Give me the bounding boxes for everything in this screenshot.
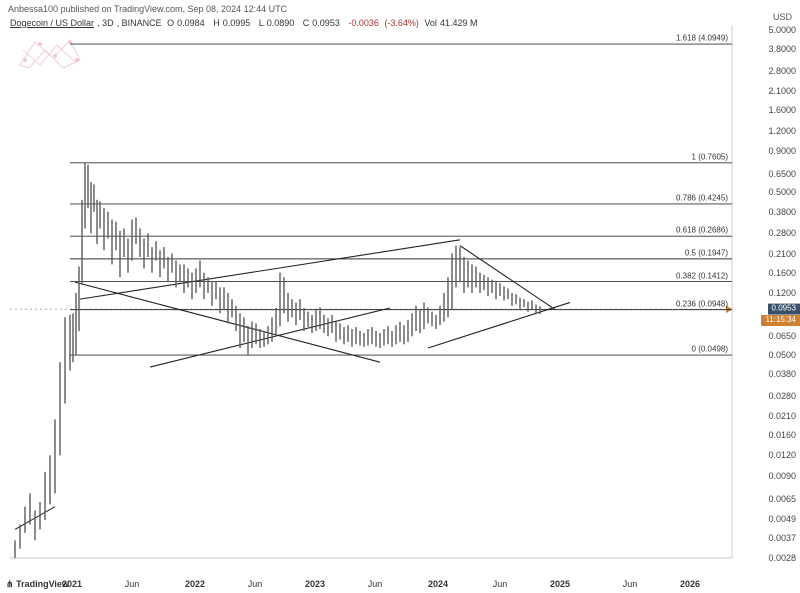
- xaxis-tick: 2021: [62, 579, 82, 589]
- fib-level-label: 0.786 (0.4245): [676, 193, 728, 202]
- xaxis-tick: 2023: [305, 579, 325, 589]
- yaxis-tick: 0.0650: [768, 331, 796, 341]
- yaxis-tick: 0.2800: [768, 228, 796, 238]
- yaxis-tick: 0.6500: [768, 169, 796, 179]
- yaxis-tick: 0.0210: [768, 411, 796, 421]
- xaxis-tick: 2022: [185, 579, 205, 589]
- yaxis-tick: 2.8000: [768, 66, 796, 76]
- fib-level-label: 0 (0.0498): [692, 345, 728, 354]
- yaxis-tick: 0.1200: [768, 288, 796, 298]
- yaxis-tick: 0.0049: [768, 514, 796, 524]
- price-chart[interactable]: [0, 0, 800, 593]
- yaxis-tick: 5.0000: [768, 25, 796, 35]
- fib-level-label: 1.618 (4.0949): [676, 34, 728, 43]
- yaxis-tick: 0.3800: [768, 207, 796, 217]
- xaxis-tick: Jun: [623, 579, 638, 589]
- yaxis-tick: 0.0028: [768, 553, 796, 563]
- yaxis-tick: 0.2100: [768, 249, 796, 259]
- tradingview-logo: ⋔ TradingView: [6, 579, 69, 590]
- xaxis-tick: 2026: [680, 579, 700, 589]
- fib-level-label: 0.618 (0.2686): [676, 226, 728, 235]
- yaxis-tick: 0.0037: [768, 533, 796, 543]
- fib-level-label: 0.5 (0.1947): [685, 248, 728, 257]
- yaxis-tick: 1.6000: [768, 105, 796, 115]
- yaxis-tick: 0.0065: [768, 494, 796, 504]
- fib-level-label: 0.236 (0.0948): [676, 299, 728, 308]
- yaxis-tick: 0.0090: [768, 471, 796, 481]
- xaxis-tick: Jun: [248, 579, 263, 589]
- yaxis-tick: 0.0500: [768, 350, 796, 360]
- xaxis-tick: Jun: [493, 579, 508, 589]
- fib-level-label: 0.382 (0.1412): [676, 271, 728, 280]
- yaxis-tick: 3.8000: [768, 44, 796, 54]
- xaxis-tick: 2025: [550, 579, 570, 589]
- countdown-badge: 11:15:34: [761, 315, 800, 326]
- yaxis-tick: 0.0120: [768, 450, 796, 460]
- xaxis-tick: Jun: [368, 579, 383, 589]
- yaxis-tick: 0.0380: [768, 369, 796, 379]
- yaxis-tick: 0.1600: [768, 268, 796, 278]
- fib-level-label: 1 (0.7605): [692, 152, 728, 161]
- yaxis-tick: 0.9000: [768, 146, 796, 156]
- yaxis-tick: 2.1000: [768, 86, 796, 96]
- yaxis-tick: 0.0280: [768, 391, 796, 401]
- current-price-badge: 0.0953: [768, 304, 800, 315]
- yaxis-tick: 0.5000: [768, 187, 796, 197]
- xaxis-tick: Jun: [125, 579, 140, 589]
- yaxis-tick: 0.0160: [768, 430, 796, 440]
- xaxis-tick: 2024: [428, 579, 448, 589]
- yaxis-tick: 1.2000: [768, 126, 796, 136]
